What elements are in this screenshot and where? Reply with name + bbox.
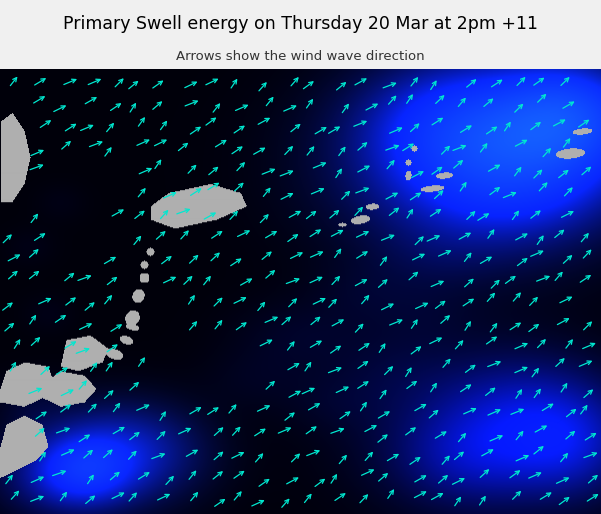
Text: Primary Swell energy on Thursday 20 Mar at 2pm +11: Primary Swell energy on Thursday 20 Mar … — [63, 15, 538, 33]
Text: Arrows show the wind wave direction: Arrows show the wind wave direction — [176, 50, 425, 63]
